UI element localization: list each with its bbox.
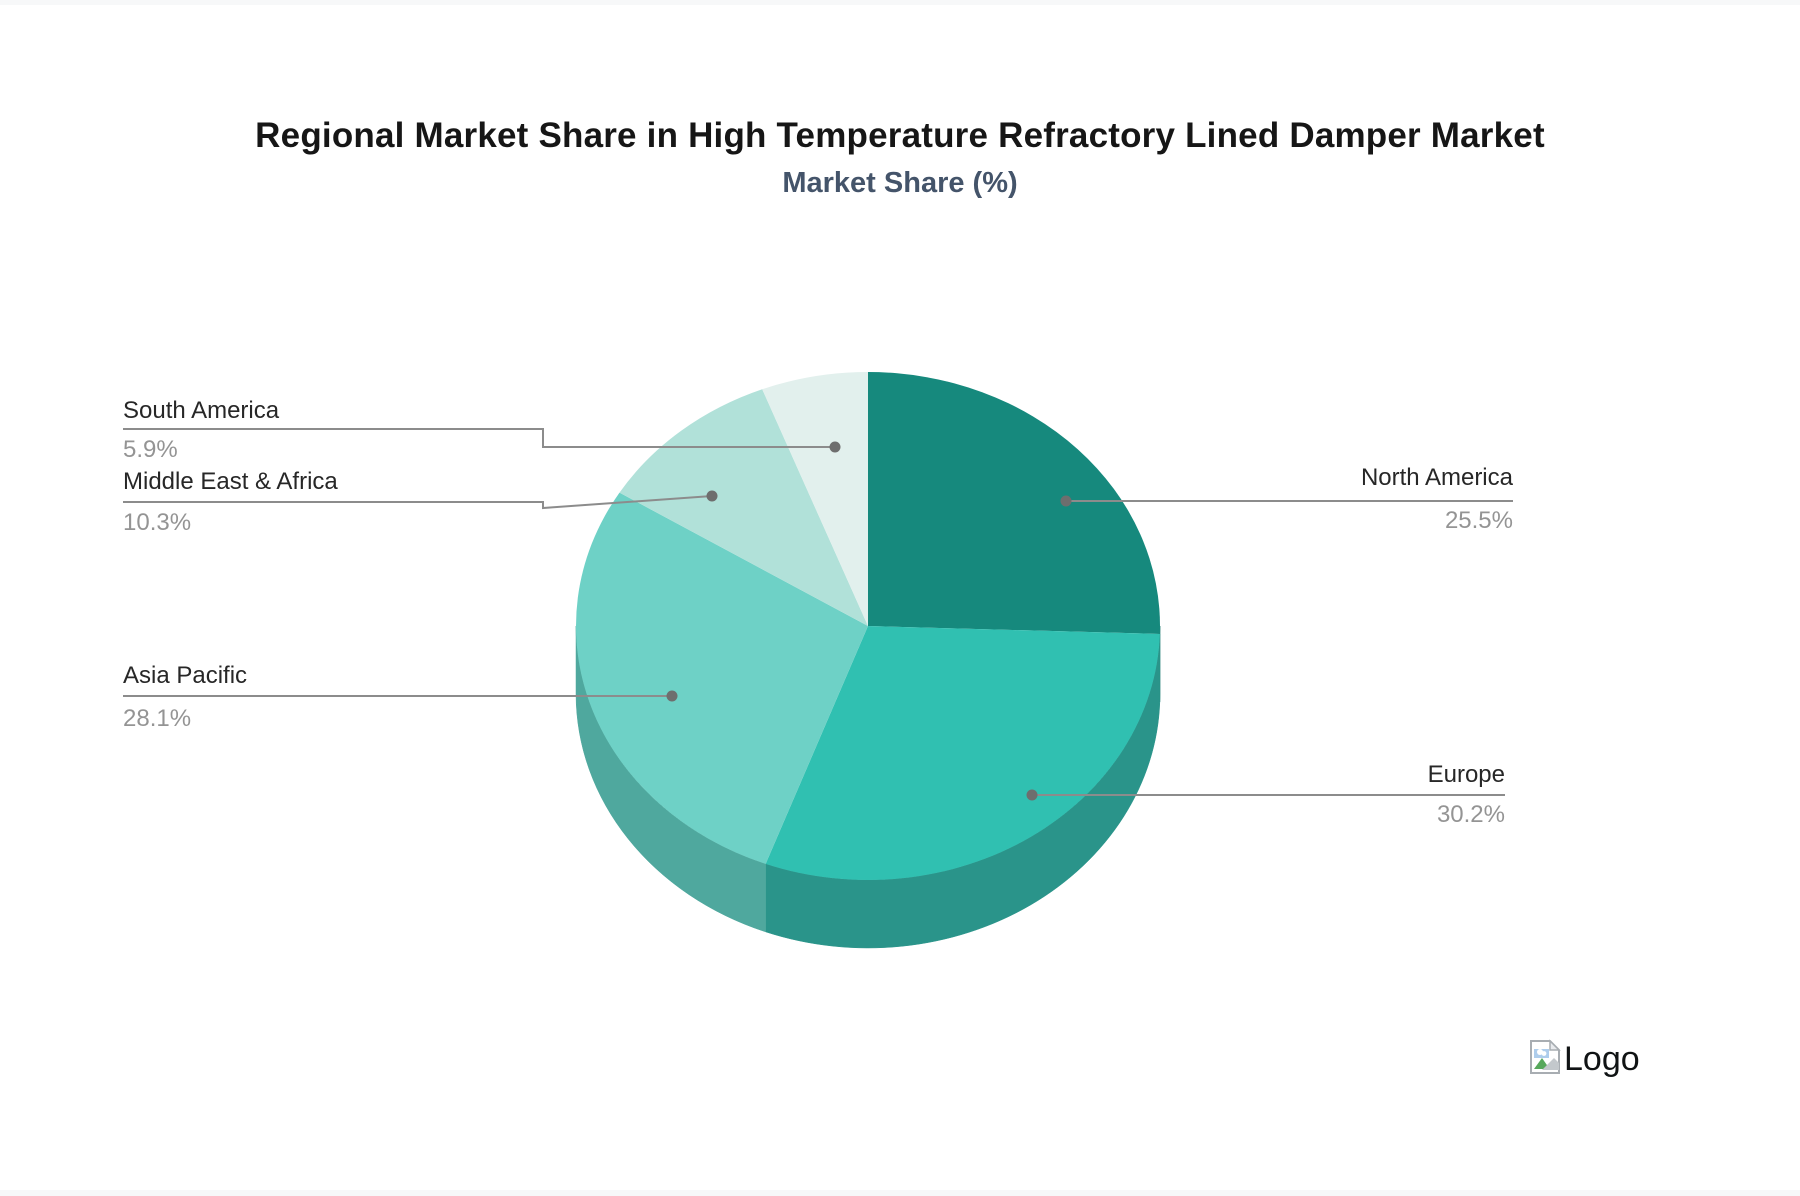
leader-line-south-america [123, 428, 835, 448]
value-asia-pacific: 28.1% [123, 705, 192, 732]
chart-title: Regional Market Share in High Temperatur… [255, 116, 1545, 155]
leader-dots [666, 441, 1072, 801]
broken-image-icon [1530, 1039, 1561, 1074]
label-middle-east-africa: Middle East & Africa [123, 468, 338, 495]
logo-alt-text: Logo [1564, 1040, 1640, 1078]
leader-dot-asia-pacific [666, 690, 678, 702]
chart-subtitle: Market Share (%) [782, 167, 1018, 199]
page-bottom-edge [0, 1190, 1800, 1196]
leader-dot-north-america [1060, 495, 1072, 507]
label-south-america: South America [123, 397, 280, 424]
pie-slice-europe[interactable] [765, 626, 1160, 880]
pie-slice-north-america[interactable] [868, 372, 1161, 634]
pie-slice-asia-pacific[interactable] [576, 492, 868, 864]
leader-dot-middle-east-africa [706, 490, 718, 502]
value-europe: 30.2% [1436, 801, 1505, 828]
leader-line-middle-east-africa [123, 495, 713, 510]
label-north-america: North America [1360, 464, 1513, 491]
label-europe: Europe [1427, 761, 1505, 788]
logo-broken-image: Logo [1528, 1038, 1640, 1081]
leader-dot-europe [1026, 789, 1038, 801]
pie-3d-slices[interactable] [575, 372, 1161, 949]
leader-dot-south-america [829, 441, 841, 453]
label-asia-pacific: Asia Pacific [123, 662, 248, 689]
value-middle-east-africa: 10.3% [123, 509, 192, 536]
value-south-america: 5.9% [123, 436, 178, 463]
value-north-america: 25.5% [1444, 507, 1513, 534]
leader-lines [123, 428, 1513, 796]
pie-slice-south-america[interactable] [762, 372, 868, 626]
page-top-edge [0, 0, 1800, 5]
pie-slice-middle-east-africa[interactable] [619, 389, 868, 626]
